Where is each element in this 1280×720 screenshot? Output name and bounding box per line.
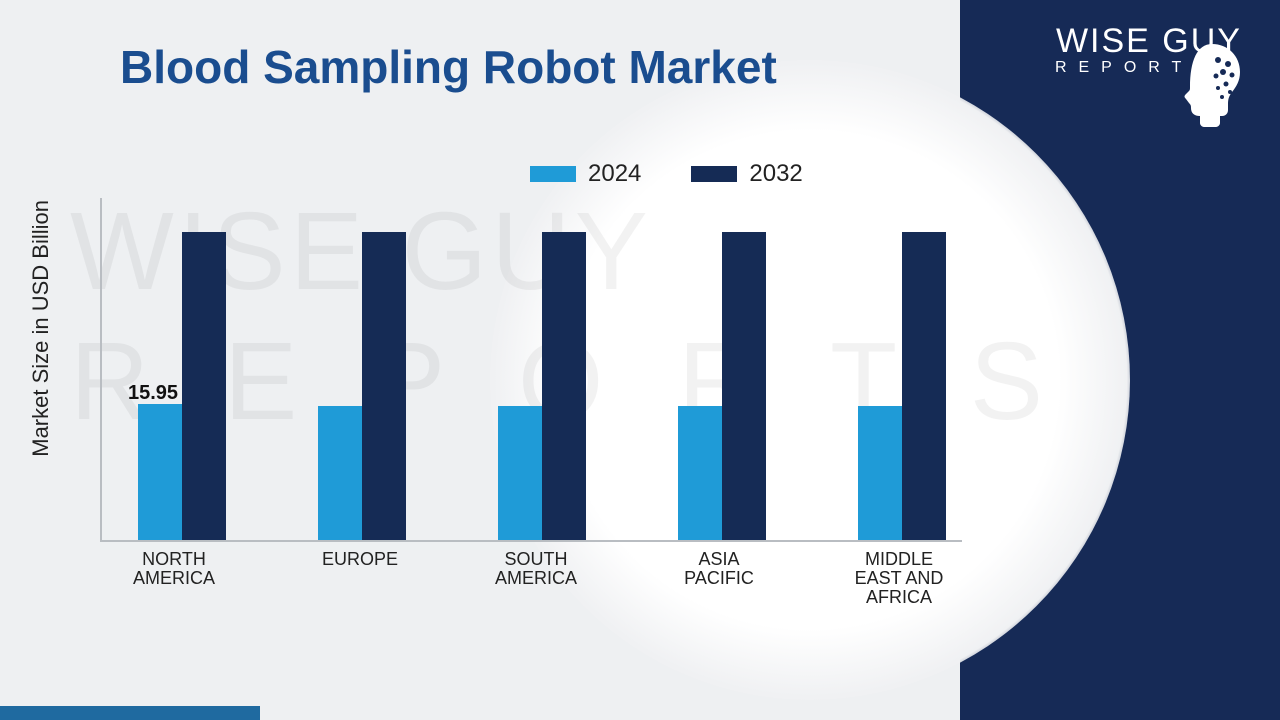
legend: 2024 2032 [530,160,803,188]
bar-group [858,232,946,540]
bar-2032 [902,232,946,540]
bar-2032 [722,232,766,540]
legend-label-2024: 2024 [588,160,641,188]
value-label: 15.95 [128,382,178,405]
bar-2032 [182,232,226,540]
category-label: MIDDLE EAST AND AFRICA [844,550,954,607]
brand-logo: WISE GUY REPORTS [1055,24,1242,76]
legend-item-2024: 2024 [530,160,641,188]
plot [100,198,962,542]
bar-2024 [678,406,722,540]
chart-area: 15.95 NORTH AMERICAEUROPESOUTH AMERICAAS… [100,200,960,580]
category-label: ASIA PACIFIC [664,550,774,588]
bar-2024 [138,404,182,540]
page-title: Blood Sampling Robot Market [120,40,777,94]
stage: WISE GUY R E P O R T S Blood Sampling Ro… [0,0,1280,720]
bar-2032 [362,232,406,540]
bottom-accent-bar [0,706,260,720]
logo-head-icon [1178,42,1248,127]
bar-2024 [858,406,902,540]
category-label: EUROPE [310,550,410,569]
category-label: SOUTH AMERICA [476,550,596,588]
bar-group [498,232,586,540]
legend-swatch-2024 [530,166,576,182]
legend-item-2032: 2032 [691,160,802,188]
bar-2024 [318,406,362,540]
bar-2024 [498,406,542,540]
bar-group [318,232,406,540]
legend-label-2032: 2032 [749,160,802,188]
category-label: NORTH AMERICA [114,550,234,588]
bar-group [678,232,766,540]
y-axis-title: Market Size in USD Billion [28,200,54,457]
legend-swatch-2032 [691,166,737,182]
bar-2032 [542,232,586,540]
